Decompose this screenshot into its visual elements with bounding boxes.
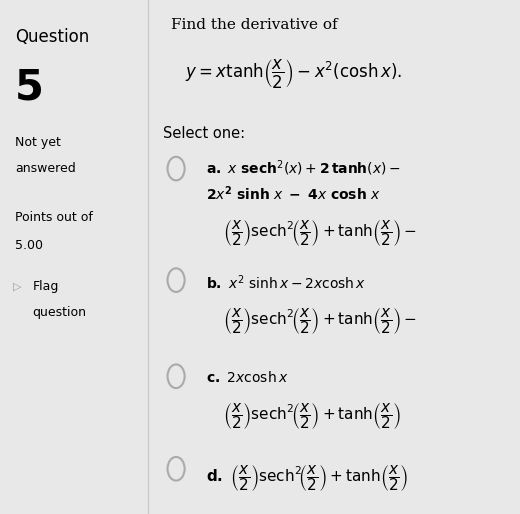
Text: question: question bbox=[33, 306, 87, 319]
Text: $\left(\dfrac{x}{2}\right)\mathrm{sech}^2\!\left(\dfrac{x}{2}\right) + \tanh\!\l: $\left(\dfrac{x}{2}\right)\mathrm{sech}^… bbox=[223, 401, 400, 431]
Text: $y = x\tanh\!\left(\dfrac{x}{2}\right) - x^2(\cosh x).$: $y = x\tanh\!\left(\dfrac{x}{2}\right) -… bbox=[185, 57, 402, 89]
Text: 5: 5 bbox=[15, 67, 44, 109]
Text: answered: answered bbox=[15, 162, 75, 175]
Text: $\mathbf{a.}\ \mathit{x}\ \mathbf{sech}^2(\mathit{x}) + \mathbf{2\,tanh}(\mathit: $\mathbf{a.}\ \mathit{x}\ \mathbf{sech}^… bbox=[206, 158, 400, 178]
Text: $\left(\dfrac{x}{2}\right)\mathrm{sech}^2\!\left(\dfrac{x}{2}\right) + \tanh\!\l: $\left(\dfrac{x}{2}\right)\mathrm{sech}^… bbox=[223, 306, 416, 336]
Text: Select one:: Select one: bbox=[163, 126, 245, 141]
Text: Find the derivative of: Find the derivative of bbox=[171, 18, 337, 32]
Text: $\mathbf{b.}\ x^2\ \sinh x - 2x\cosh x$: $\mathbf{b.}\ x^2\ \sinh x - 2x\cosh x$ bbox=[206, 273, 366, 292]
Text: Not yet: Not yet bbox=[15, 136, 61, 149]
Text: 5.00: 5.00 bbox=[15, 239, 43, 252]
Text: $\mathbf{d.}\ \left(\dfrac{x}{2}\right)\mathrm{sech}^2\!\left(\dfrac{x}{2}\right: $\mathbf{d.}\ \left(\dfrac{x}{2}\right)\… bbox=[206, 463, 408, 492]
Text: Points out of: Points out of bbox=[15, 211, 93, 224]
Text: $\mathbf{2\mathit{x}^2\ sinh\ \mathit{x}\ -\ 4\mathit{x}\ cosh\ \mathit{x}}$: $\mathbf{2\mathit{x}^2\ sinh\ \mathit{x}… bbox=[206, 184, 381, 203]
Text: Question: Question bbox=[15, 28, 89, 46]
Text: Flag: Flag bbox=[33, 280, 59, 293]
Text: $\mathbf{c.}\ 2x\cosh x$: $\mathbf{c.}\ 2x\cosh x$ bbox=[206, 370, 288, 385]
Text: $\triangleright$: $\triangleright$ bbox=[12, 280, 22, 293]
Text: $\left(\dfrac{x}{2}\right)\mathrm{sech}^2\!\left(\dfrac{x}{2}\right) + \tanh\!\l: $\left(\dfrac{x}{2}\right)\mathrm{sech}^… bbox=[223, 218, 416, 248]
